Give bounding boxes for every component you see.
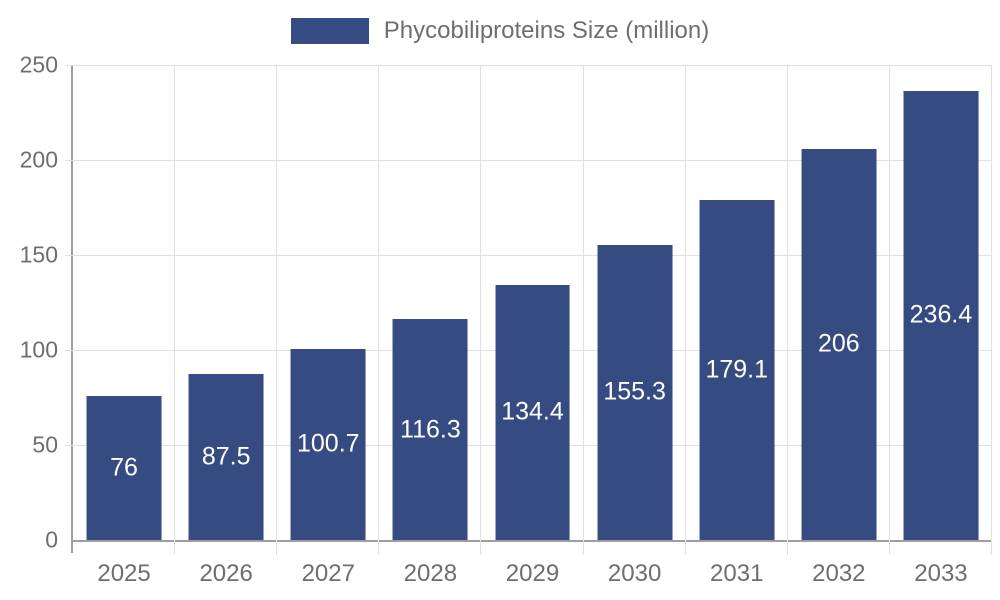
- bar-value-label: 179.1: [705, 355, 768, 384]
- gridline-vertical: [684, 65, 686, 555]
- x-tick-label: 2027: [301, 560, 355, 587]
- x-tick-label: 2028: [403, 560, 458, 587]
- gridline-vertical: [991, 65, 992, 555]
- bar-2032: 206: [801, 148, 877, 540]
- x-axis-labels: 2025 2026 2027 2028 2029 2030 2031 2032 2033: [73, 560, 992, 590]
- gridline-horizontal: [73, 160, 992, 161]
- bar-2033: 236.4: [903, 90, 979, 540]
- gridline-vertical: [582, 65, 584, 555]
- legend-label: Phycobiliproteins Size (million): [383, 17, 710, 44]
- x-tick-label: 2033: [914, 560, 968, 587]
- bar-2031: 179.1: [699, 199, 775, 540]
- y-tick-label: 0: [45, 526, 58, 553]
- gridline-vertical: [276, 65, 278, 555]
- y-tick-mark: [65, 65, 73, 66]
- bar-value-label: 76: [110, 453, 138, 482]
- bar-2025: 76: [86, 395, 162, 540]
- gridline-vertical: [888, 65, 890, 555]
- bar-2029: 134.4: [495, 284, 570, 540]
- y-tick-label: 50: [32, 431, 58, 458]
- bar-value-label: 236.4: [909, 300, 973, 329]
- x-axis-line: [71, 540, 992, 542]
- y-tick-mark: [65, 445, 73, 446]
- bar-value-label: 100.7: [296, 429, 360, 458]
- gridline-horizontal: [73, 65, 992, 66]
- legend-swatch: [290, 18, 369, 44]
- x-tick-label: 2031: [710, 560, 764, 587]
- bar-value-label: 206: [817, 329, 860, 358]
- y-tick-label: 200: [19, 146, 58, 173]
- y-tick-label: 150: [19, 241, 58, 268]
- legend: Phycobiliproteins Size (million): [0, 16, 1000, 46]
- x-tick-label: 2030: [607, 560, 662, 587]
- y-axis-line: [71, 65, 73, 553]
- bar-value-label: 116.3: [400, 415, 461, 444]
- y-axis-labels: 0 50 100 150 200 250: [0, 53, 58, 551]
- x-tick-label: 2025: [97, 560, 151, 587]
- bar-2027: 100.7: [290, 348, 366, 540]
- y-tick-mark: [65, 255, 73, 256]
- y-tick-mark: [65, 350, 73, 351]
- y-tick-mark: [65, 160, 73, 161]
- bar-2030: 155.3: [597, 244, 673, 540]
- bar-value-label: 134.4: [501, 397, 564, 426]
- bar-2028: 116.3: [392, 319, 468, 540]
- x-tick-label: 2032: [812, 560, 866, 587]
- y-tick-label: 250: [19, 51, 58, 78]
- gridline-horizontal: [73, 255, 992, 256]
- x-tick-label: 2026: [199, 560, 253, 587]
- gridline-vertical: [378, 65, 380, 555]
- gridline-vertical: [786, 65, 788, 555]
- bar-value-label: 87.5: [201, 442, 251, 471]
- bar-2026: 87.5: [188, 373, 264, 540]
- plot-area: 76 87.5 100.7 116.3 134.4 155.3 179.1 206 236.4: [65, 65, 992, 555]
- gridline-vertical: [480, 65, 482, 555]
- gridline-vertical: [174, 65, 176, 555]
- y-tick-label: 100: [19, 336, 58, 363]
- x-tick-label: 2029: [505, 560, 560, 587]
- bar-value-label: 155.3: [603, 377, 666, 406]
